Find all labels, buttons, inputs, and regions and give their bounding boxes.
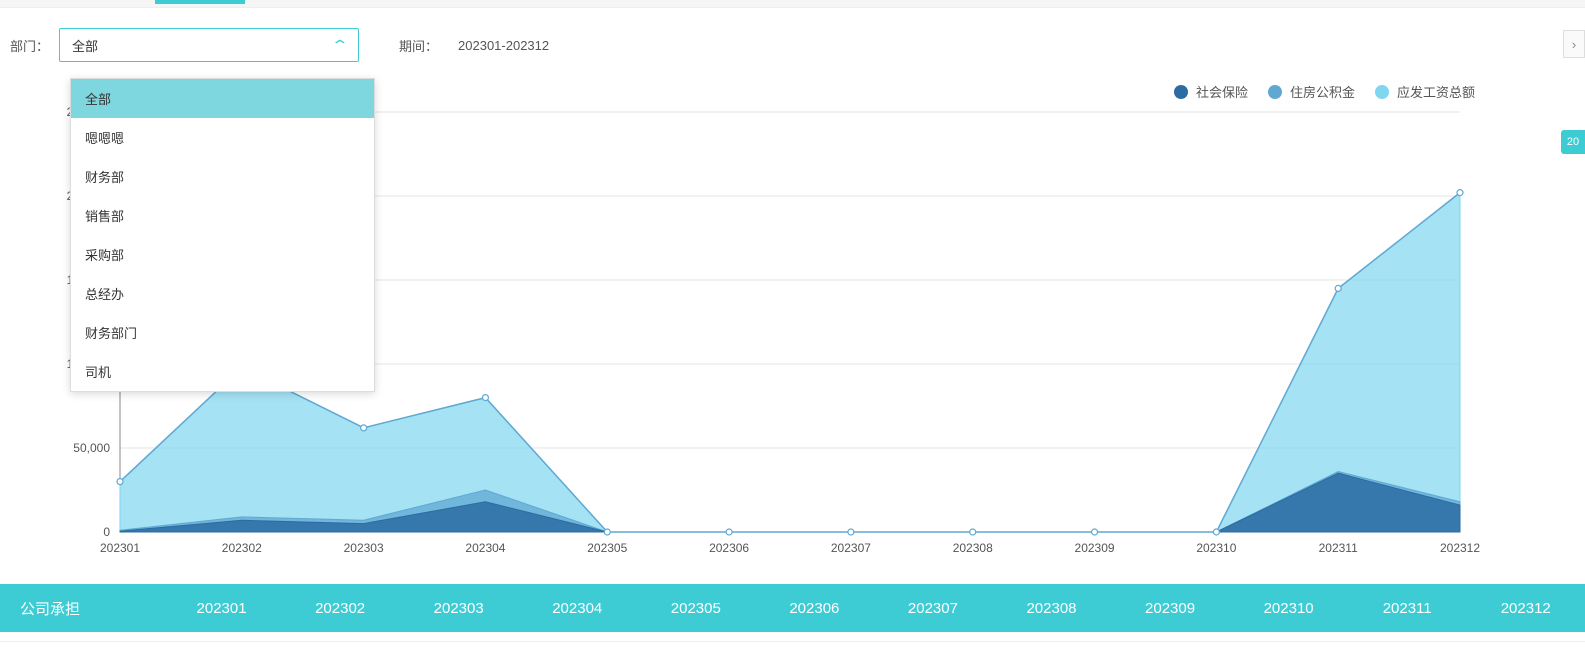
- dept-filter-group: 部门： 全部 ⌃: [10, 28, 359, 62]
- side-year-tab-label: 20: [1567, 136, 1579, 148]
- svg-text:202302: 202302: [222, 541, 262, 555]
- table-body-row: [0, 632, 1585, 642]
- dept-option[interactable]: 全部: [71, 79, 374, 118]
- table-header-cell: 202304: [518, 600, 637, 617]
- table-header-cell: 公司承担: [0, 598, 162, 619]
- table-header-cell: 202310: [1229, 600, 1348, 617]
- dept-option[interactable]: 总经办: [71, 274, 374, 313]
- table-header-cell: 202307: [874, 600, 993, 617]
- dept-option[interactable]: 财务部门: [71, 313, 374, 352]
- svg-text:202304: 202304: [465, 541, 505, 555]
- svg-text:202303: 202303: [344, 541, 384, 555]
- table-header-cell: 202302: [281, 600, 400, 617]
- dept-option[interactable]: 财务部: [71, 157, 374, 196]
- dept-filter-label: 部门：: [10, 36, 49, 55]
- legend-label: 社会保险: [1196, 82, 1248, 101]
- svg-text:202310: 202310: [1196, 541, 1236, 555]
- side-year-tab[interactable]: 20: [1561, 130, 1585, 154]
- legend-label: 应发工资总额: [1397, 82, 1475, 101]
- dept-option[interactable]: 司机: [71, 352, 374, 391]
- svg-text:202306: 202306: [709, 541, 749, 555]
- svg-text:202301: 202301: [100, 541, 140, 555]
- svg-text:202307: 202307: [831, 541, 871, 555]
- svg-text:202305: 202305: [587, 541, 627, 555]
- svg-text:50,000: 50,000: [73, 441, 110, 455]
- dept-select-value: 全部: [72, 36, 98, 55]
- legend-item[interactable]: 应发工资总额: [1375, 82, 1475, 101]
- table-header-row: 公司承担202301202302202303202304202305202306…: [0, 584, 1585, 632]
- legend-dot-icon: [1268, 85, 1282, 99]
- legend-item[interactable]: 社会保险: [1174, 82, 1248, 101]
- filter-row: 部门： 全部 ⌃ 期间： 202301-202312 全部嗯嗯嗯财务部销售部采购…: [0, 8, 1585, 62]
- table-header-cell: 202309: [1111, 600, 1230, 617]
- period-filter-label: 期间：: [399, 36, 438, 55]
- legend-dot-icon: [1174, 85, 1188, 99]
- chart-legend: 社会保险 住房公积金 应发工资总额: [1174, 82, 1475, 101]
- legend-dot-icon: [1375, 85, 1389, 99]
- active-tab-indicator: [155, 0, 245, 4]
- svg-text:202309: 202309: [1075, 541, 1115, 555]
- dept-dropdown[interactable]: 全部嗯嗯嗯财务部销售部采购部总经办财务部门司机: [70, 78, 375, 392]
- table-header-cell: 202311: [1348, 600, 1467, 617]
- period-filter-value: 202301-202312: [458, 38, 549, 53]
- svg-text:202311: 202311: [1319, 541, 1358, 555]
- table-header-cell: 202306: [755, 600, 874, 617]
- period-filter-group: 期间： 202301-202312: [399, 36, 549, 55]
- table-header-cell: 202312: [1466, 600, 1585, 617]
- dept-select[interactable]: 全部 ⌃: [59, 28, 359, 62]
- svg-text:0: 0: [103, 525, 110, 539]
- legend-item[interactable]: 住房公积金: [1268, 82, 1355, 101]
- dept-option[interactable]: 销售部: [71, 196, 374, 235]
- top-bar: [0, 0, 1585, 8]
- legend-label: 住房公积金: [1290, 82, 1355, 101]
- svg-text:202312: 202312: [1440, 541, 1480, 555]
- collapse-panel-button[interactable]: ›: [1563, 30, 1585, 58]
- table-header-cell: 202308: [992, 600, 1111, 617]
- table-header-cell: 202303: [399, 600, 518, 617]
- table-header-cell: 202301: [162, 600, 281, 617]
- dept-option[interactable]: 嗯嗯嗯: [71, 118, 374, 157]
- dept-option[interactable]: 采购部: [71, 235, 374, 274]
- chevron-right-icon: ›: [1572, 37, 1576, 52]
- svg-text:202308: 202308: [953, 541, 993, 555]
- table-header-cell: 202305: [637, 600, 756, 617]
- chevron-up-icon: ⌃: [331, 37, 350, 54]
